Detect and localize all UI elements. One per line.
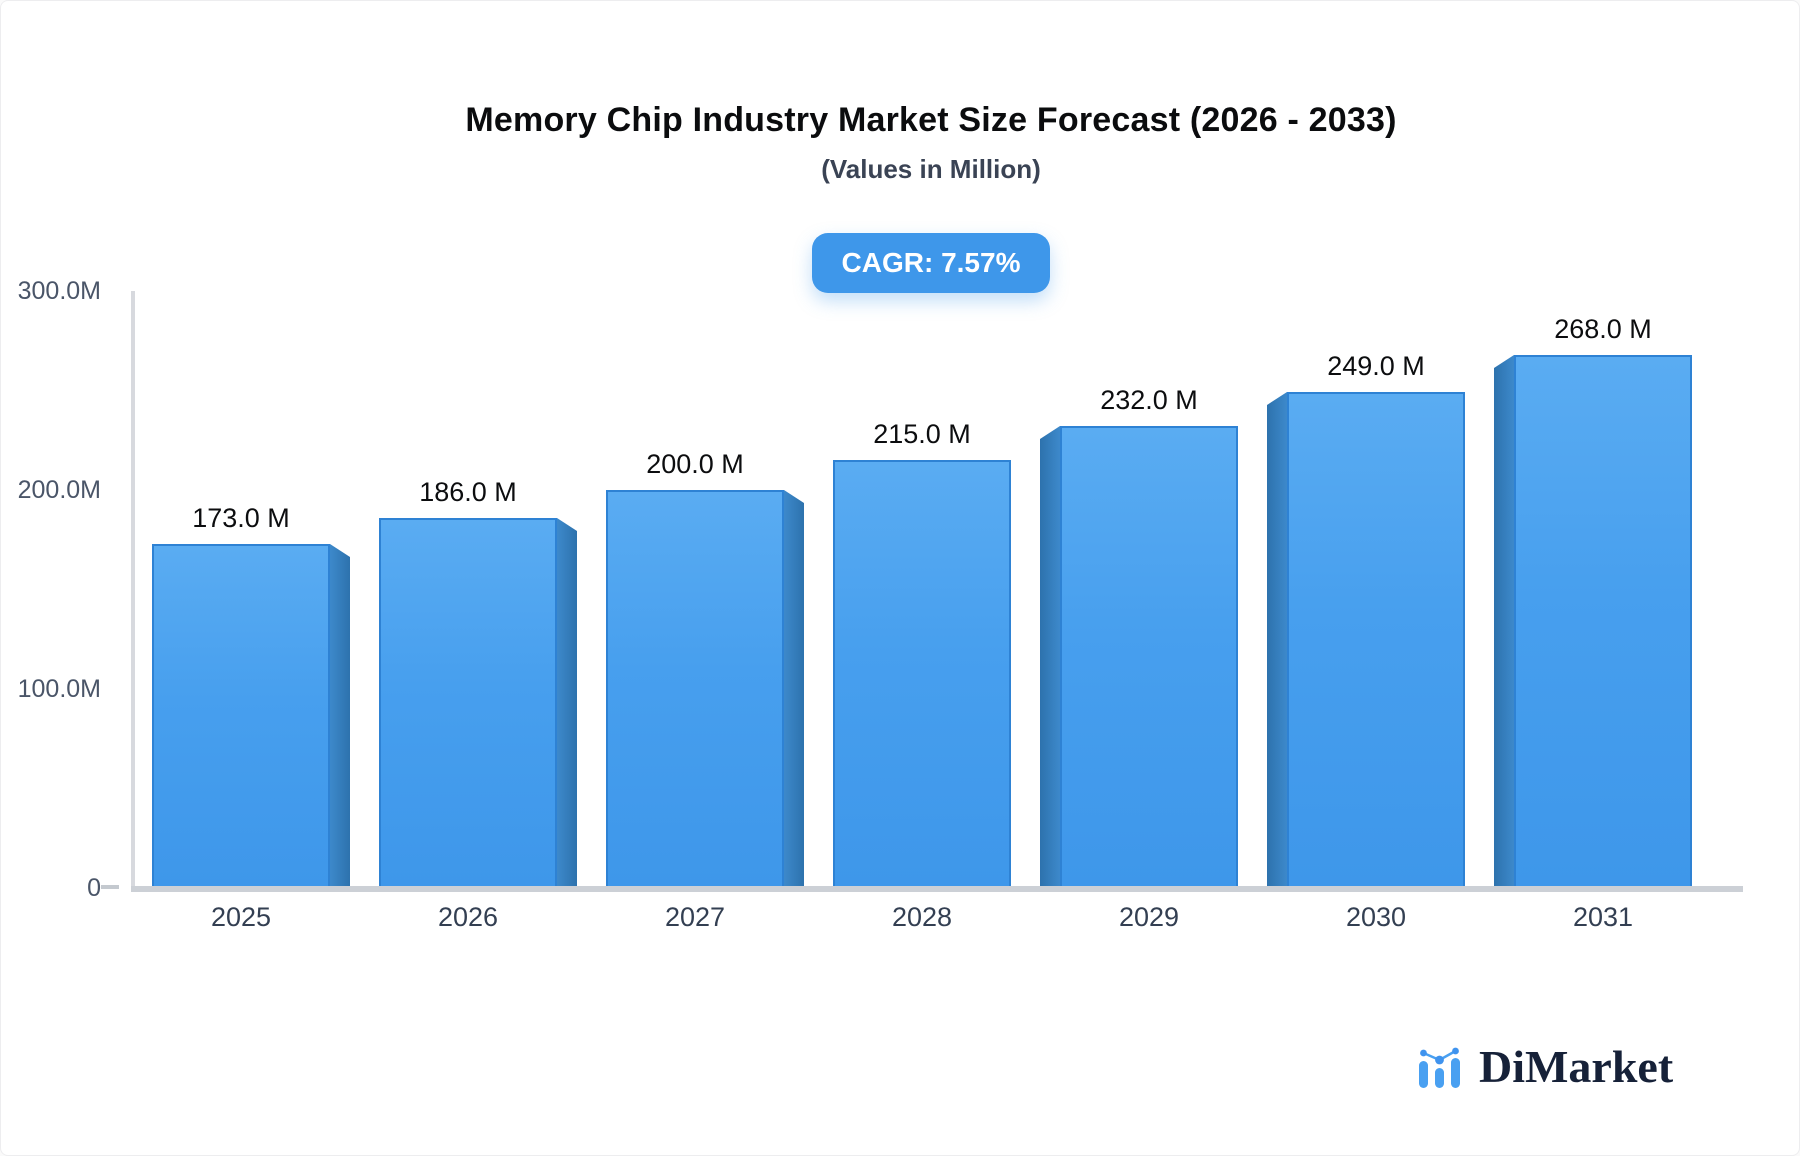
bar-side-panel: [1040, 426, 1060, 888]
bar-line-chart-icon: [1419, 1047, 1460, 1088]
x-axis-tick-label: 2030: [1345, 902, 1407, 932]
brand-logo: DiMarket: [1416, 1043, 1673, 1091]
x-axis-tick-label: 2029: [1118, 902, 1180, 932]
cagr-badge: CAGR: 7.57%: [811, 233, 1051, 293]
bar-2027: [606, 490, 784, 888]
bar-2026: [379, 517, 557, 888]
x-axis-baseline: [131, 886, 1743, 892]
y-axis-tick-label: 300.0M: [17, 277, 101, 305]
bar-side-panel: [1494, 354, 1514, 888]
bar-value-label: 249.0 M: [1327, 351, 1425, 382]
bar-value-label: 200.0 M: [646, 449, 744, 479]
bar-2029: [1060, 426, 1238, 888]
x-axis-tick-label: 2028: [891, 902, 953, 932]
y-axis-zero-tick: [101, 885, 119, 889]
bar-value-label: 268.0 M: [1554, 313, 1652, 344]
bar-value-label: 173.0 M: [192, 502, 290, 533]
bar-side-panel: [330, 543, 350, 888]
x-axis-tick-label: 2025: [210, 902, 272, 932]
bars-layer: 173.0 M 186.0 M 200.0 M 215.0 M 232.0 M 249.0…: [1, 1, 1799, 888]
bar-side-panel: [784, 490, 804, 888]
x-axis-tick-label: 2031: [1572, 902, 1634, 932]
bar-2028: [833, 460, 1011, 888]
bar-2031: [1514, 354, 1692, 888]
y-axis-tick-label: 0: [87, 874, 101, 902]
bar-value-label: 186.0 M: [419, 476, 517, 507]
bar-2030: [1287, 392, 1465, 888]
bar-2025: [152, 543, 330, 888]
y-axis-line: [131, 291, 135, 891]
brand-name: DiMarket: [1479, 1041, 1674, 1092]
x-axis-tick-label: 2026: [437, 902, 499, 932]
x-axis-tick-label: 2027: [664, 902, 726, 932]
bar-value-label: 215.0 M: [873, 419, 971, 450]
chart-subtitle: (Values in Million): [821, 154, 1041, 184]
bar-side-panel: [1267, 392, 1287, 888]
bar-value-label: 232.0 M: [1100, 385, 1198, 416]
chart-title: Memory Chip Industry Market Size Forecas…: [465, 101, 1397, 139]
bar-side-panel: [557, 517, 577, 888]
y-axis-tick-label: 200.0M: [17, 476, 101, 504]
y-axis-tick-label: 100.0M: [17, 675, 101, 703]
chart-header: Memory Chip Industry Market Size Forecas…: [31, 1, 1799, 293]
